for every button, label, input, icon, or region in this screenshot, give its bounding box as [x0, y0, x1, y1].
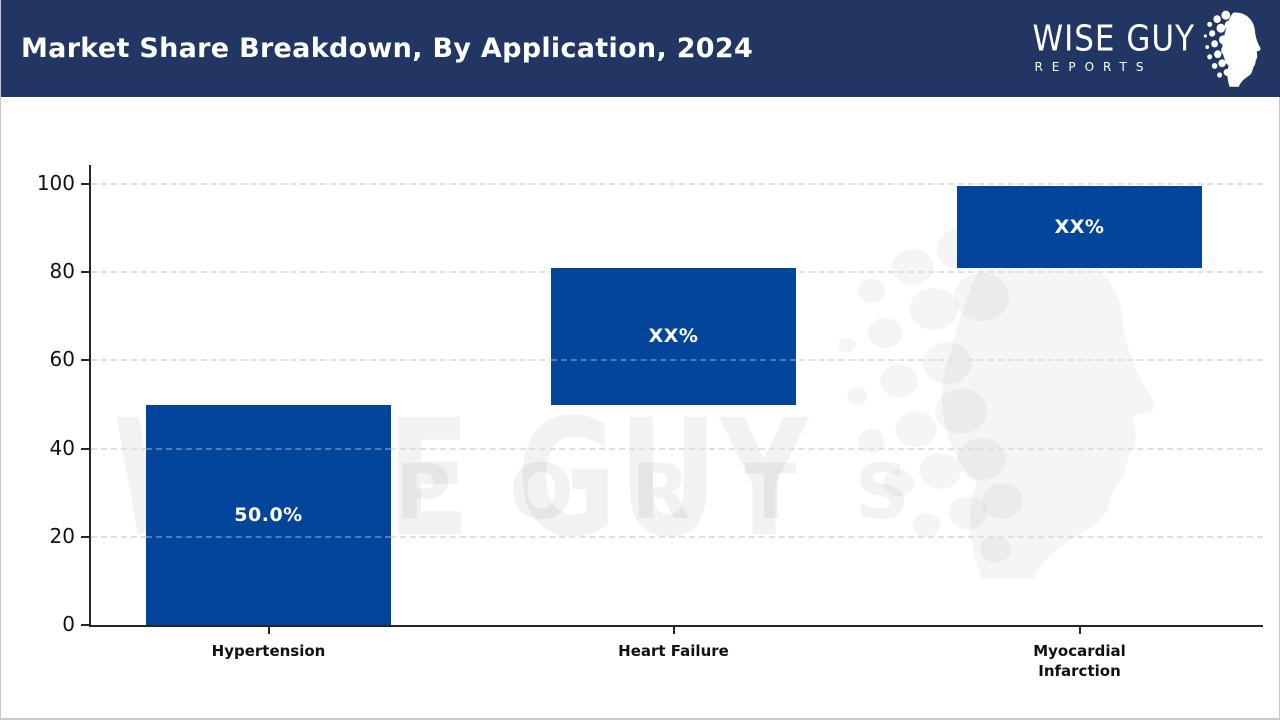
gridline-40 — [91, 447, 1263, 450]
gridline-over-bar — [146, 535, 391, 538]
x-axis-tick — [1078, 627, 1081, 634]
bar-value-label: XX% — [1054, 216, 1105, 238]
y-axis-tick-label: 100 — [36, 171, 75, 195]
plot-area: 0 20 40 60 80 100 50.0% Hypertension XX% Heart Fa… — [37, 165, 1263, 680]
wise-guy-reports-logo: WISE GUY REPORTS — [1032, 10, 1263, 88]
chart-area: WISE GUY REPORTS 0 20 40 60 80 100 50.0% Hypert… — [1, 97, 1280, 720]
bar-value-label: 50.0% — [234, 503, 303, 526]
logo-subtitle: REPORTS — [1034, 59, 1153, 74]
logo-text: WISE GUY REPORTS — [1032, 17, 1195, 74]
y-axis-tick-60 — [81, 359, 89, 362]
logo-wordmark: WISE GUY — [1032, 17, 1195, 60]
gridline-over-bar — [551, 359, 796, 362]
y-axis-tick-0 — [81, 624, 89, 626]
y-axis-tick-20 — [81, 535, 89, 538]
y-axis-tick-label: 40 — [49, 435, 75, 460]
category-label-2: Heart Failure — [618, 642, 729, 660]
category-label-1: Hypertension — [211, 642, 326, 660]
x-axis-tick — [267, 627, 270, 634]
y-axis-tick-80 — [81, 271, 89, 274]
x-axis-tick — [672, 627, 675, 634]
gridline-over-bar — [146, 447, 391, 450]
bar-value-label: XX% — [648, 325, 699, 348]
dotted-head-icon — [1203, 10, 1261, 87]
bar-myocardial-infarction: XX% — [957, 186, 1202, 268]
category-label-3: Myocardial Infarction — [1033, 642, 1126, 681]
gridline-20 — [91, 535, 1263, 538]
y-axis-tick-label: 60 — [49, 347, 75, 372]
y-axis-tick-100 — [81, 183, 89, 185]
gridline-100 — [91, 183, 1263, 185]
y-axis-tick-40 — [81, 447, 89, 450]
y-axis-tick-label: 80 — [49, 259, 75, 284]
y-axis-tick-label: 20 — [49, 523, 75, 548]
header-bar: Market Share Breakdown, By Application, … — [1, 0, 1280, 97]
bar-hypertension: 50.0% — [146, 404, 391, 625]
page-title: Market Share Breakdown, By Application, … — [21, 33, 754, 64]
bar-heart-failure: XX% — [551, 267, 796, 405]
y-axis-tick-label: 0 — [62, 612, 75, 636]
